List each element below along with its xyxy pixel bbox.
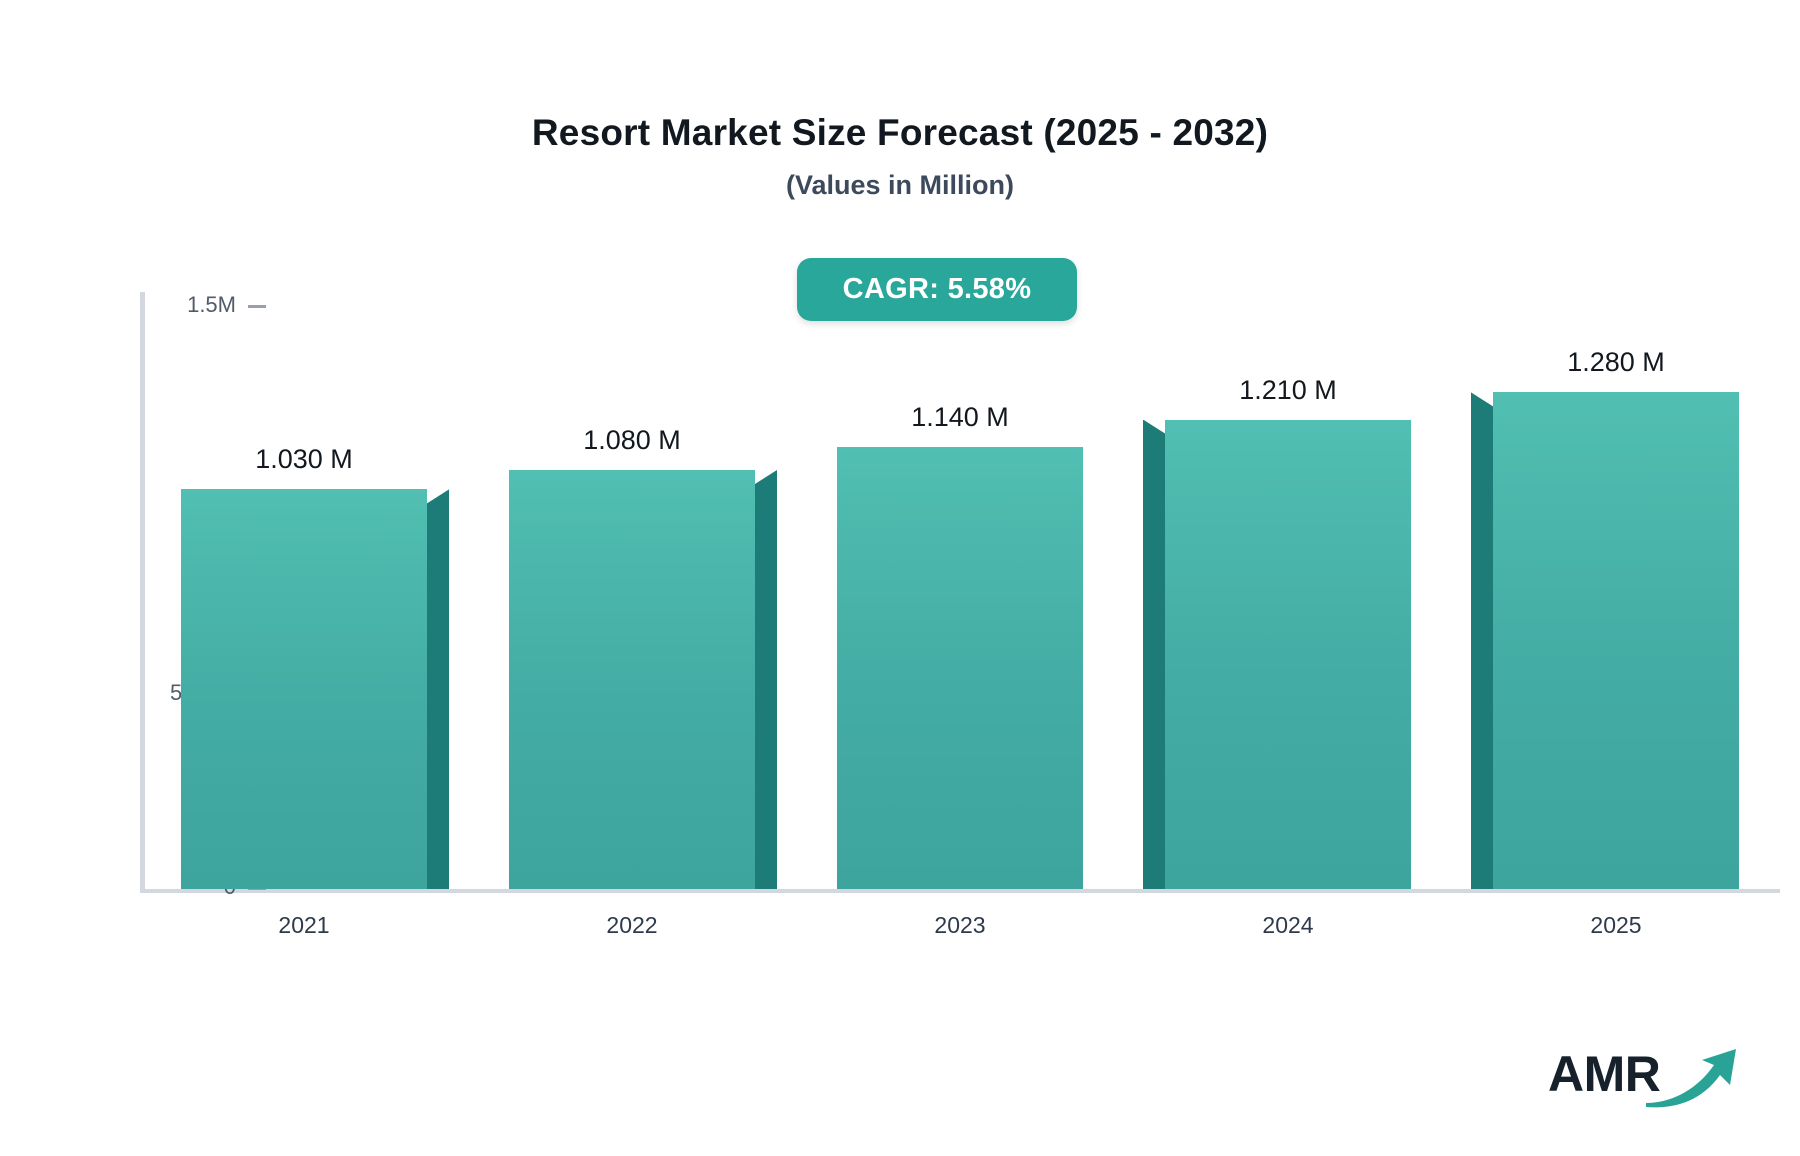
- bar[interactable]: 1.080 M: [509, 425, 777, 889]
- x-axis-label: 2025: [1590, 912, 1642, 938]
- bar-side-shadow-right: [755, 469, 777, 889]
- bar[interactable]: 1.030 M: [181, 444, 449, 889]
- bar-face: [509, 469, 755, 889]
- bar-value-label: 1.140 M: [911, 401, 1009, 432]
- bar-value-label: 1.030 M: [255, 444, 353, 475]
- bar-value-label: 1.280 M: [1567, 347, 1665, 378]
- bar-side-shadow-right: [427, 489, 449, 889]
- x-axis-label: 2023: [934, 912, 986, 938]
- bar-face: [1493, 392, 1739, 889]
- cagr-badge-label: CAGR: 5.58%: [842, 273, 1032, 305]
- y-axis-line: [140, 292, 145, 892]
- bar-side-shadow-left: [1143, 419, 1165, 889]
- x-axis-line: [140, 889, 1780, 893]
- bar-face: [181, 489, 427, 889]
- plot-area: 0500.0k1.0M1.5M 1.030 M1.080 M1.140 M1.2…: [140, 292, 1780, 899]
- growth-arrow-icon: [1644, 1047, 1740, 1114]
- bar-face: [837, 446, 1083, 889]
- bar-face: [1165, 419, 1411, 889]
- bar[interactable]: 1.280 M: [1471, 347, 1739, 889]
- cagr-badge: CAGR: 5.58%: [797, 258, 1077, 321]
- y-axis-tick-mark: [248, 305, 266, 308]
- bar-value-label: 1.080 M: [583, 424, 681, 455]
- bar-value-label: 1.210 M: [1239, 374, 1337, 405]
- amr-logo: AMR: [1548, 1045, 1738, 1115]
- x-axis-label: 2024: [1262, 912, 1314, 938]
- logo-wordmark: AMR: [1548, 1046, 1661, 1102]
- bar[interactable]: 1.210 M: [1143, 375, 1411, 889]
- y-axis-tick-label: 1.5M: [187, 292, 236, 317]
- x-axis-label: 2021: [278, 912, 330, 938]
- bar-side-shadow-left: [1471, 392, 1493, 889]
- chart-subtitle: (Values in Million): [785, 170, 1015, 200]
- page-title: Resort Market Size Forecast (2025 - 2032…: [531, 112, 1269, 153]
- x-axis-label: 2022: [606, 912, 658, 938]
- bar[interactable]: 1.140 M: [837, 402, 1083, 889]
